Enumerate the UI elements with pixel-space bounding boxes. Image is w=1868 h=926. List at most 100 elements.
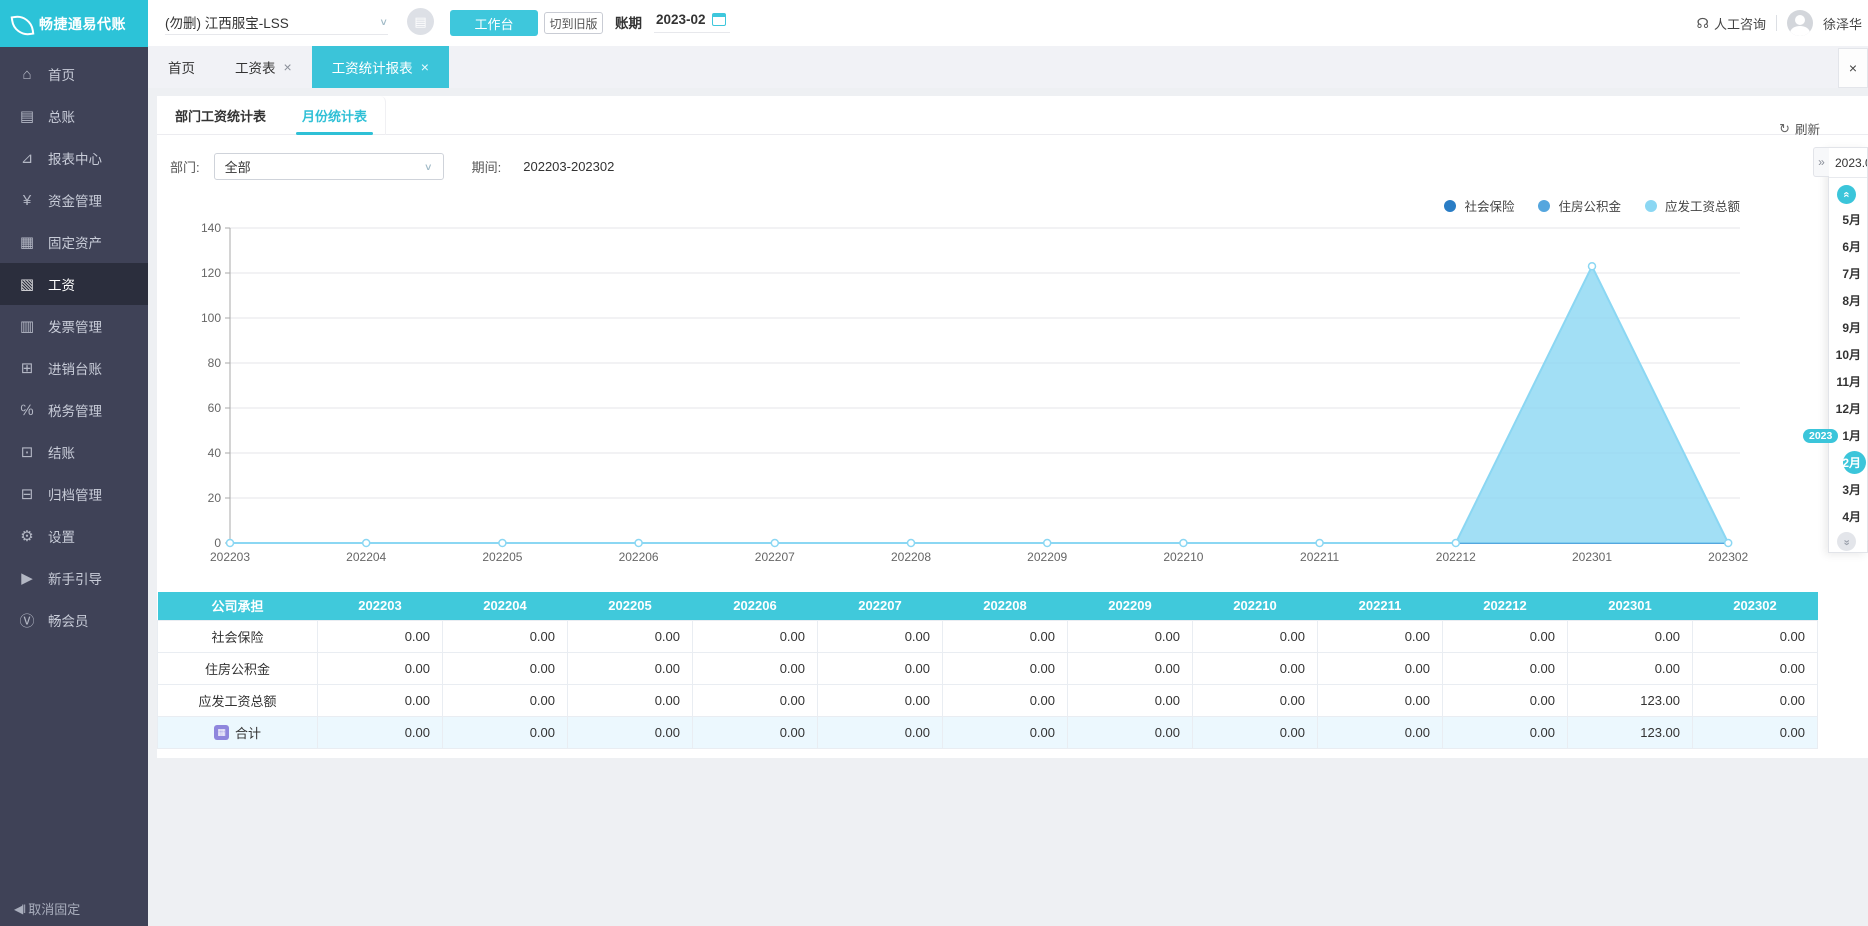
settings-icon: ⚙ [20, 528, 34, 545]
column-header: 202210 [1192, 592, 1318, 620]
legend-item-社会保险[interactable]: 社会保险 [1444, 196, 1514, 215]
month-item-2月[interactable]: 2月 [1829, 449, 1866, 476]
sidebar-item-funds[interactable]: ¥ 资金管理 [0, 179, 148, 221]
total-text: 合计 [234, 725, 261, 741]
period-picker[interactable]: 2023-02 [654, 10, 730, 33]
legend-label: 社会保险 [1464, 200, 1515, 214]
username: 徐泽华 [1822, 16, 1862, 32]
sidebar-item-settings[interactable]: ⚙ 设置 [0, 515, 148, 557]
support-button[interactable]: ☊ 人工咨询 [1697, 14, 1766, 33]
month-item-12月[interactable]: 12月 [1835, 402, 1861, 416]
subtab-月份统计表[interactable]: 月份统计表 [284, 96, 385, 135]
month-item-8月[interactable]: 8月 [1842, 294, 1861, 308]
cell-value: 0.00 [692, 651, 818, 685]
cell-value: 0.00 [1192, 651, 1318, 685]
cell-value: 0.00 [1692, 651, 1818, 685]
home-icon: ⌂ [22, 65, 32, 83]
sidebar-item-tax[interactable]: ℅ 税务管理 [0, 389, 148, 431]
y-tick-label: 60 [208, 401, 222, 415]
column-header: 202206 [692, 592, 818, 620]
notepad-icon-button[interactable]: ▤ [407, 8, 434, 35]
support-label: 人工咨询 [1713, 16, 1766, 32]
scroll-down-button[interactable]: » [1837, 532, 1856, 551]
workbench-button[interactable]: 工作台 [450, 10, 538, 36]
logo-leaf-icon [10, 13, 32, 35]
close-icon[interactable]: × [420, 59, 429, 75]
legend-item-住房公积金[interactable]: 住房公积金 [1538, 196, 1621, 215]
sidebar-item-salary[interactable]: ▧ 工资 [0, 263, 148, 305]
company-selector[interactable]: (勿删) 江西服宝-LSS ∨ [165, 9, 388, 35]
double-chevron-right-icon: » [1818, 155, 1825, 169]
switch-old-version-button[interactable]: 切到旧版 [544, 12, 603, 34]
ledger-icon: ▤ [19, 108, 35, 125]
sidebar-item-closing[interactable]: ⊡ 结账 [0, 431, 148, 473]
sidebar-item-ledger[interactable]: ▤ 总账 [0, 95, 148, 137]
cell-value: 0.00 [567, 715, 693, 749]
month-item-9月[interactable]: 9月 [1842, 321, 1861, 335]
column-header: 202212 [1442, 592, 1568, 620]
chevron-down-icon: ∨ [379, 15, 388, 28]
tab-工资表[interactable]: 工资表 × [215, 46, 312, 88]
marker-应发工资总额 [1042, 538, 1052, 548]
cell-value: 0.00 [942, 715, 1068, 749]
cell-value: 0.00 [317, 683, 443, 717]
month-item-4月[interactable]: 4月 [1842, 510, 1861, 524]
month-item-1月[interactable]: 1月 2023 [1803, 422, 1864, 449]
unpin-sidebar-button[interactable]: ◀‖ 取消固定 [14, 899, 80, 918]
cell-value: 0.00 [317, 651, 443, 685]
sidebar-item-label: 报表中心 [48, 152, 102, 167]
app-title: 畅捷通易代账 [39, 15, 126, 32]
cell-value: 0.00 [692, 715, 818, 749]
table-row: 应发工资总额 0.00 0.00 0.00 0.00 0.00 0.00 0.00 0.00 0.… [157, 683, 1818, 717]
month-item-10月[interactable]: 10月 [1835, 348, 1861, 362]
month-item-3月[interactable]: 3月 [1842, 483, 1861, 497]
unpin-icon: ◀‖ [14, 901, 26, 916]
salary-summary-table: 公司承担 202203 202204 202205 202206 202207 202208… [157, 592, 1818, 749]
period-value: 2023-02 [656, 12, 706, 27]
cell-value: 0.00 [817, 651, 943, 685]
column-header: 202211 [1317, 592, 1443, 620]
sidebar-item-fixed-assets[interactable]: ▦ 固定资产 [0, 221, 148, 263]
column-header: 202207 [817, 592, 943, 620]
cell-value: 0.00 [1192, 683, 1318, 717]
double-chevron-up-icon: » [1840, 191, 1853, 198]
month-item-11月[interactable]: 11月 [1836, 375, 1861, 389]
tabs-overflow-button[interactable]: × [1838, 48, 1868, 88]
sidebar-item-label: 新手引导 [48, 572, 102, 587]
department-select[interactable]: 全部 ∨ [213, 153, 444, 180]
cell-value: 0.00 [1192, 715, 1318, 749]
avatar[interactable] [1786, 10, 1813, 36]
sidebar-item-home[interactable]: ⌂ 首页 [0, 53, 148, 95]
y-tick-label: 100 [201, 311, 221, 325]
dept-label: 部门: [170, 160, 200, 175]
sidebar-item-member[interactable]: Ⓥ 畅会员 [0, 599, 148, 641]
month-item-6月[interactable]: 6月 [1842, 240, 1861, 254]
cell-value: 0.00 [692, 619, 818, 653]
month-item-7月[interactable]: 7月 [1842, 267, 1861, 281]
sidebar-item-guide[interactable]: ▶ 新手引导 [0, 557, 148, 599]
column-header: 202204 [442, 592, 568, 620]
subtab-部门工资统计表[interactable]: 部门工资统计表 [175, 109, 267, 124]
legend-item-应发工资总额[interactable]: 应发工资总额 [1644, 196, 1740, 215]
refresh-button[interactable]: ↻ 刷新 [1779, 119, 1820, 138]
sidebar-item-archive[interactable]: ⊟ 归档管理 [0, 473, 148, 515]
cell-value: 0.00 [1067, 683, 1193, 717]
cell-value: 0.00 [817, 619, 943, 653]
scroll-up-button[interactable]: » [1837, 185, 1856, 204]
month-item-5月[interactable]: 5月 [1842, 213, 1861, 227]
close-icon[interactable]: × [283, 59, 292, 75]
panel-collapse-handle[interactable]: » [1813, 147, 1829, 177]
tab-工资统计报表[interactable]: 工资统计报表 × [311, 46, 449, 88]
cell-value: 0.00 [817, 715, 943, 749]
sidebar-item-purchase-sales[interactable]: ⊞ 进销台账 [0, 347, 148, 389]
tab-首页[interactable]: 首页 [148, 46, 215, 88]
sidebar-item-report-center[interactable]: ⊿ 报表中心 [0, 137, 148, 179]
sidebar-item-invoice[interactable]: ▥ 发票管理 [0, 305, 148, 347]
open-tabs-bar: 首页 工资表 × 工资统计报表 × × [148, 46, 1868, 88]
x-tick-label: 202210 [1163, 550, 1203, 564]
cell-value: 0.00 [442, 619, 568, 653]
panel-year-header: 2023.02 [1829, 148, 1867, 178]
legend-dot-icon [1444, 199, 1457, 212]
